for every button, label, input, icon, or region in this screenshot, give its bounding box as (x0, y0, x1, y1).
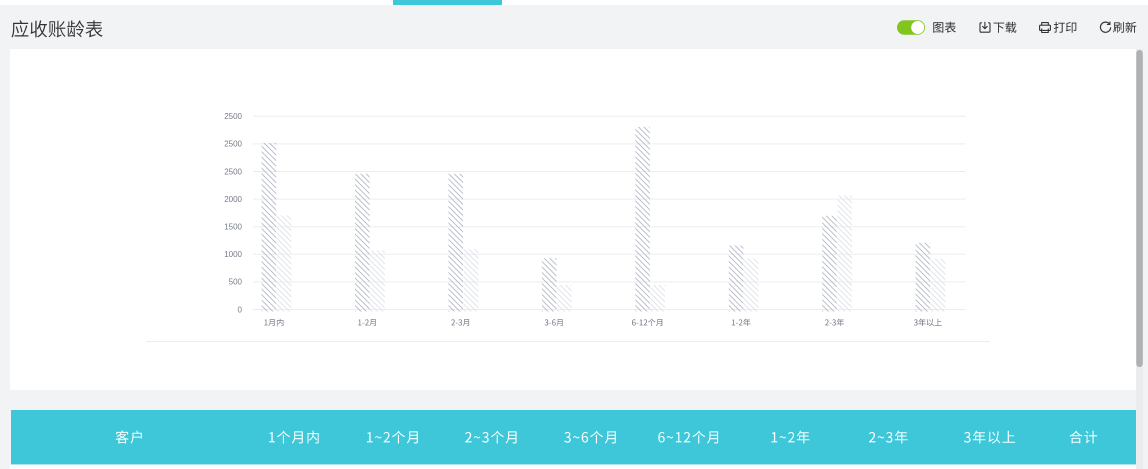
svg-text:2500: 2500 (224, 140, 242, 149)
svg-text:0: 0 (238, 305, 243, 314)
svg-text:2500: 2500 (224, 112, 242, 121)
svg-text:2000: 2000 (224, 195, 242, 204)
svg-text:1500: 1500 (224, 223, 242, 232)
svg-text:1000: 1000 (224, 250, 242, 259)
svg-text:2500: 2500 (224, 167, 242, 176)
svg-text:500: 500 (229, 278, 243, 287)
